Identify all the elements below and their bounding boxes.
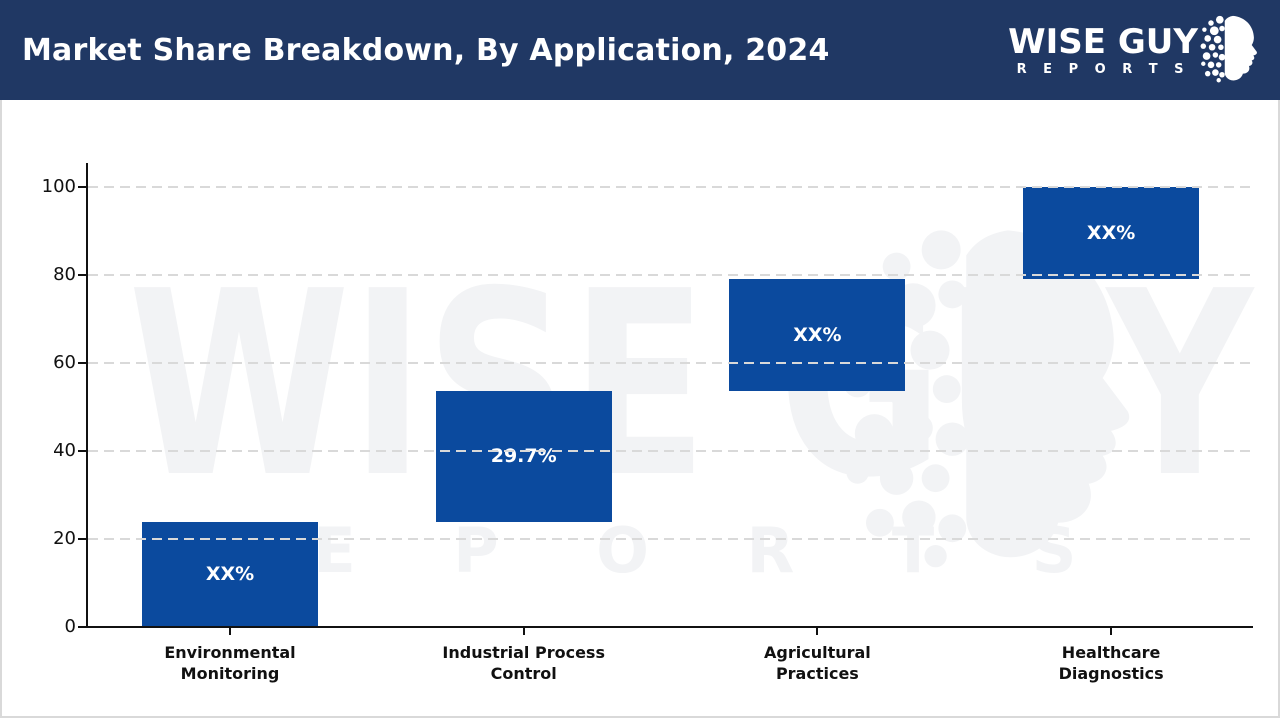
x-tick-label-line: Practices (775, 664, 859, 683)
gridline-40 (88, 450, 1253, 452)
brand-head-icon (1200, 15, 1257, 83)
chart-area: WISE GUY R E P O R T S 0 20 40 60 80 100 XX% En… (0, 100, 1280, 720)
brand-name: WISE GUY (1008, 21, 1198, 62)
y-tick-label: 20 (53, 528, 76, 549)
header-bar: Market Share Breakdown, By Application, … (0, 0, 1280, 100)
x-tick-mark (1110, 627, 1113, 635)
brand-subname: R E P O R T S (1016, 61, 1190, 77)
x-tick-label-line: Diagnostics (1058, 664, 1164, 683)
brand-logo: WISE GUY R E P O R T S (1008, 6, 1266, 94)
x-tick-label-line: Monitoring (180, 664, 280, 683)
gridline-100 (88, 186, 1253, 188)
y-axis (86, 163, 88, 628)
bar-value-label: XX% (1086, 221, 1136, 244)
y-tick-mark (78, 274, 86, 276)
x-tick-mark (522, 627, 525, 635)
x-tick-label-line: Environmental (164, 643, 296, 662)
y-tick-label: 60 (53, 352, 76, 373)
gridline-20 (88, 538, 1253, 540)
bar-value-label: 29.7% (490, 445, 557, 468)
y-tick-mark (78, 538, 86, 540)
x-tick-mark (816, 627, 819, 635)
x-tick-label: Agricultural Practices (697, 642, 937, 684)
y-tick-label: 40 (53, 440, 76, 461)
bar-value-label: XX% (793, 323, 842, 346)
y-tick-mark (78, 450, 86, 452)
y-tick-label: 100 (41, 176, 76, 197)
x-tick-label: Environmental Monitoring (110, 642, 350, 684)
x-tick-label-line: Healthcare (1061, 643, 1161, 662)
x-tick-mark (229, 627, 231, 635)
x-tick-label: Industrial Process Control (404, 642, 644, 684)
gridline-60 (88, 362, 1253, 364)
page-title: Market Share Breakdown, By Application, … (22, 32, 830, 68)
y-tick-mark (78, 626, 86, 628)
x-axis (86, 626, 1253, 628)
bar-4: XX% (1023, 187, 1200, 279)
bar-3: XX% (729, 278, 906, 392)
y-tick-label: 0 (64, 616, 76, 637)
y-tick-mark (78, 362, 86, 364)
bar-value-label: XX% (205, 563, 255, 586)
y-tick-label: 80 (53, 264, 76, 285)
x-tick-label-line: Agricultural (764, 643, 871, 662)
brand-logo-text: WISE GUY R E P O R T S (1008, 24, 1198, 77)
x-tick-label: Healthcare Diagnostics (991, 642, 1231, 684)
x-tick-label-line: Control (490, 664, 557, 683)
x-tick-label-line: Industrial Process (442, 643, 605, 662)
bar-2: 29.7% (435, 391, 612, 522)
gridline-80 (88, 274, 1253, 276)
y-tick-mark (78, 186, 86, 188)
